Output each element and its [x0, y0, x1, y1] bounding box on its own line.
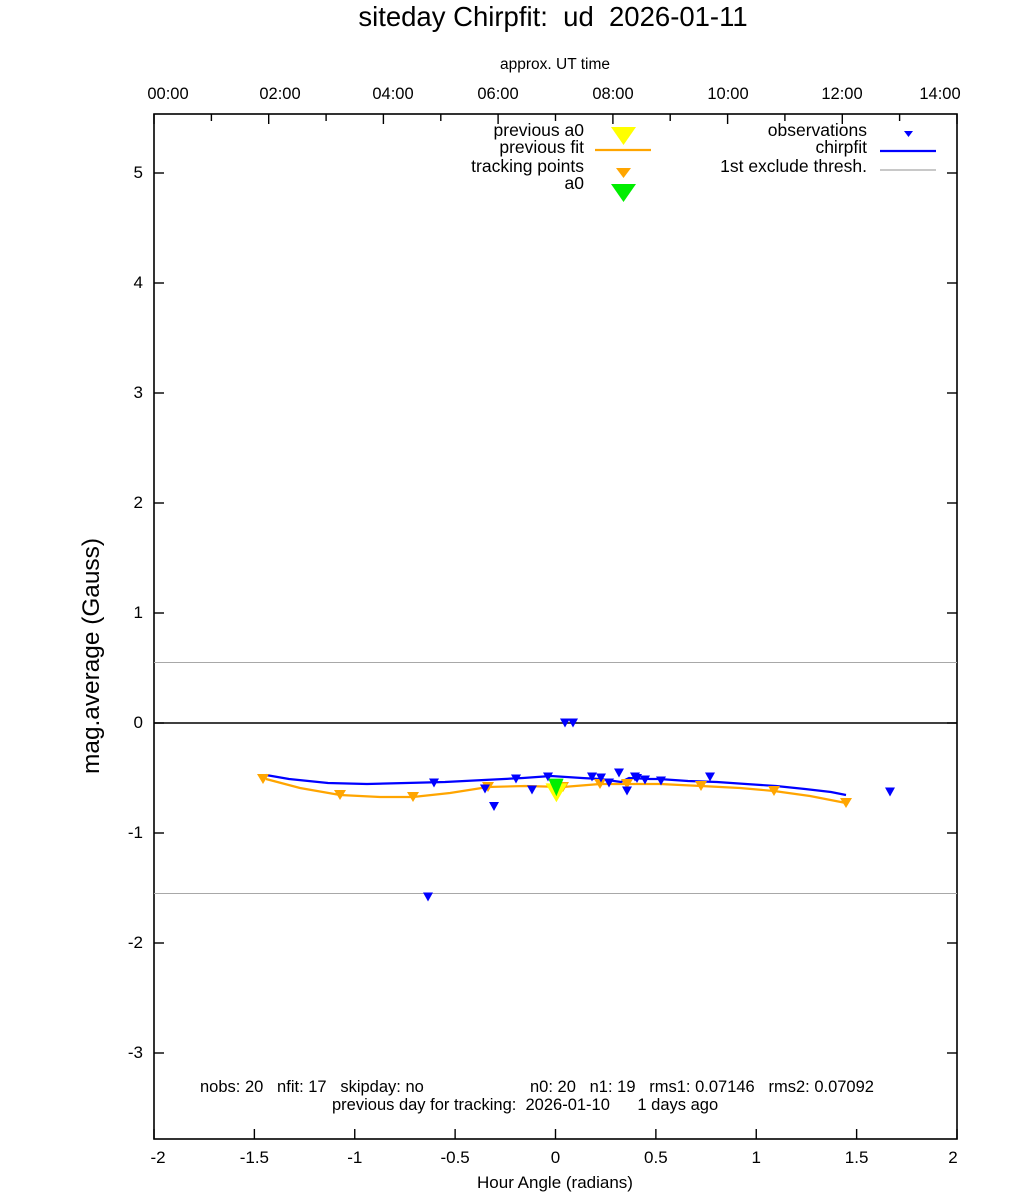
- svg-text:3: 3: [134, 383, 143, 402]
- svg-text:-2: -2: [150, 1148, 165, 1167]
- svg-text:0: 0: [551, 1148, 560, 1167]
- svg-text:4: 4: [134, 273, 143, 292]
- svg-text:approx. UT time: approx. UT time: [500, 56, 610, 73]
- svg-text:1.5: 1.5: [845, 1148, 869, 1167]
- svg-text:siteday Chirpfit: ud 2026-01: siteday Chirpfit: ud 2026-01-11: [358, 1, 747, 32]
- svg-text:2: 2: [134, 493, 143, 512]
- svg-text:-3: -3: [128, 1043, 143, 1062]
- svg-text:nobs: 20 nfit: 17 skipday:: nobs: 20 nfit: 17 skipday: no: [200, 1078, 424, 1096]
- svg-text:a0: a0: [565, 173, 585, 193]
- svg-text:-1.5: -1.5: [240, 1148, 269, 1167]
- svg-text:04:00: 04:00: [372, 85, 413, 103]
- svg-text:Hour Angle (radians): Hour Angle (radians): [477, 1173, 633, 1192]
- svg-text:1: 1: [752, 1148, 761, 1167]
- svg-text:2: 2: [948, 1148, 957, 1167]
- svg-text:06:00: 06:00: [477, 85, 518, 103]
- svg-text:10:00: 10:00: [707, 85, 748, 103]
- svg-text:-2: -2: [128, 933, 143, 952]
- svg-text:00:00: 00:00: [147, 85, 188, 103]
- svg-text:previous day for tracking: 20: previous day for tracking: 2026-01-10 1 …: [332, 1096, 718, 1114]
- svg-text:n0: 20 n1: 19 rms1: 0.0714: n0: 20 n1: 19 rms1: 0.07146 rms2: 0.0709…: [530, 1078, 874, 1096]
- svg-text:mag.average (Gauss): mag.average (Gauss): [78, 538, 105, 774]
- svg-text:5: 5: [134, 163, 143, 182]
- svg-text:-1: -1: [128, 823, 143, 842]
- svg-text:12:00: 12:00: [821, 85, 862, 103]
- svg-text:chirpfit: chirpfit: [815, 137, 867, 157]
- svg-text:02:00: 02:00: [259, 85, 300, 103]
- svg-text:1: 1: [134, 603, 143, 622]
- svg-text:-0.5: -0.5: [440, 1148, 469, 1167]
- svg-text:08:00: 08:00: [592, 85, 633, 103]
- svg-text:previous fit: previous fit: [499, 137, 584, 157]
- svg-text:1st exclude thresh.: 1st exclude thresh.: [720, 156, 867, 176]
- svg-text:14:00: 14:00: [919, 85, 960, 103]
- svg-text:-1: -1: [347, 1148, 362, 1167]
- svg-text:0: 0: [134, 713, 143, 732]
- svg-text:0.5: 0.5: [644, 1148, 668, 1167]
